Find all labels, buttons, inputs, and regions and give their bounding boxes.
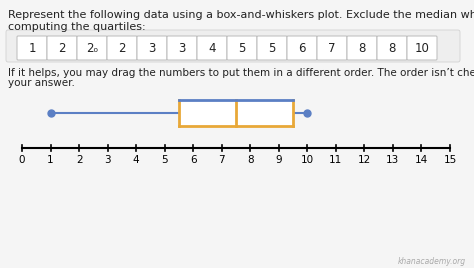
Text: 3: 3 (104, 155, 111, 165)
Text: 3: 3 (148, 42, 155, 54)
Text: 5: 5 (268, 42, 276, 54)
Text: 13: 13 (386, 155, 400, 165)
Text: 4: 4 (133, 155, 139, 165)
Text: 2: 2 (118, 42, 126, 54)
Text: 8: 8 (247, 155, 254, 165)
Text: 6: 6 (298, 42, 306, 54)
FancyBboxPatch shape (347, 36, 377, 60)
FancyBboxPatch shape (107, 36, 137, 60)
Text: khanacademy.org: khanacademy.org (398, 257, 466, 266)
FancyBboxPatch shape (77, 36, 107, 60)
FancyBboxPatch shape (227, 36, 257, 60)
FancyBboxPatch shape (407, 36, 437, 60)
Text: 1: 1 (47, 155, 54, 165)
Text: 10: 10 (415, 42, 429, 54)
Text: computing the quartiles:: computing the quartiles: (8, 22, 146, 32)
Bar (179, 100, 293, 126)
Text: 9: 9 (275, 155, 282, 165)
FancyBboxPatch shape (377, 36, 407, 60)
FancyBboxPatch shape (287, 36, 317, 60)
Text: 7: 7 (328, 42, 336, 54)
Text: 5: 5 (161, 155, 168, 165)
Text: 11: 11 (329, 155, 343, 165)
Text: 0: 0 (19, 155, 25, 165)
FancyBboxPatch shape (197, 36, 227, 60)
FancyBboxPatch shape (137, 36, 167, 60)
FancyBboxPatch shape (47, 36, 77, 60)
Text: 2: 2 (58, 42, 66, 54)
Text: 3: 3 (178, 42, 186, 54)
FancyBboxPatch shape (167, 36, 197, 60)
FancyBboxPatch shape (17, 36, 47, 60)
Text: 2ₒ: 2ₒ (86, 42, 98, 54)
Text: 10: 10 (301, 155, 314, 165)
FancyBboxPatch shape (6, 30, 460, 62)
Text: Represent the following data using a box-and-whiskers plot. Exclude the median w: Represent the following data using a box… (8, 10, 474, 20)
Text: 1: 1 (28, 42, 36, 54)
Text: 8: 8 (358, 42, 365, 54)
FancyBboxPatch shape (257, 36, 287, 60)
Text: 5: 5 (238, 42, 246, 54)
Text: 15: 15 (443, 155, 456, 165)
Text: your answer.: your answer. (8, 78, 75, 88)
FancyBboxPatch shape (317, 36, 347, 60)
Text: 2: 2 (76, 155, 82, 165)
Text: 14: 14 (415, 155, 428, 165)
Text: If it helps, you may drag the numbers to put them in a different order. The orde: If it helps, you may drag the numbers to… (8, 68, 474, 78)
Text: 4: 4 (208, 42, 216, 54)
Text: 7: 7 (219, 155, 225, 165)
Text: 12: 12 (358, 155, 371, 165)
Text: 6: 6 (190, 155, 197, 165)
Text: 8: 8 (388, 42, 396, 54)
